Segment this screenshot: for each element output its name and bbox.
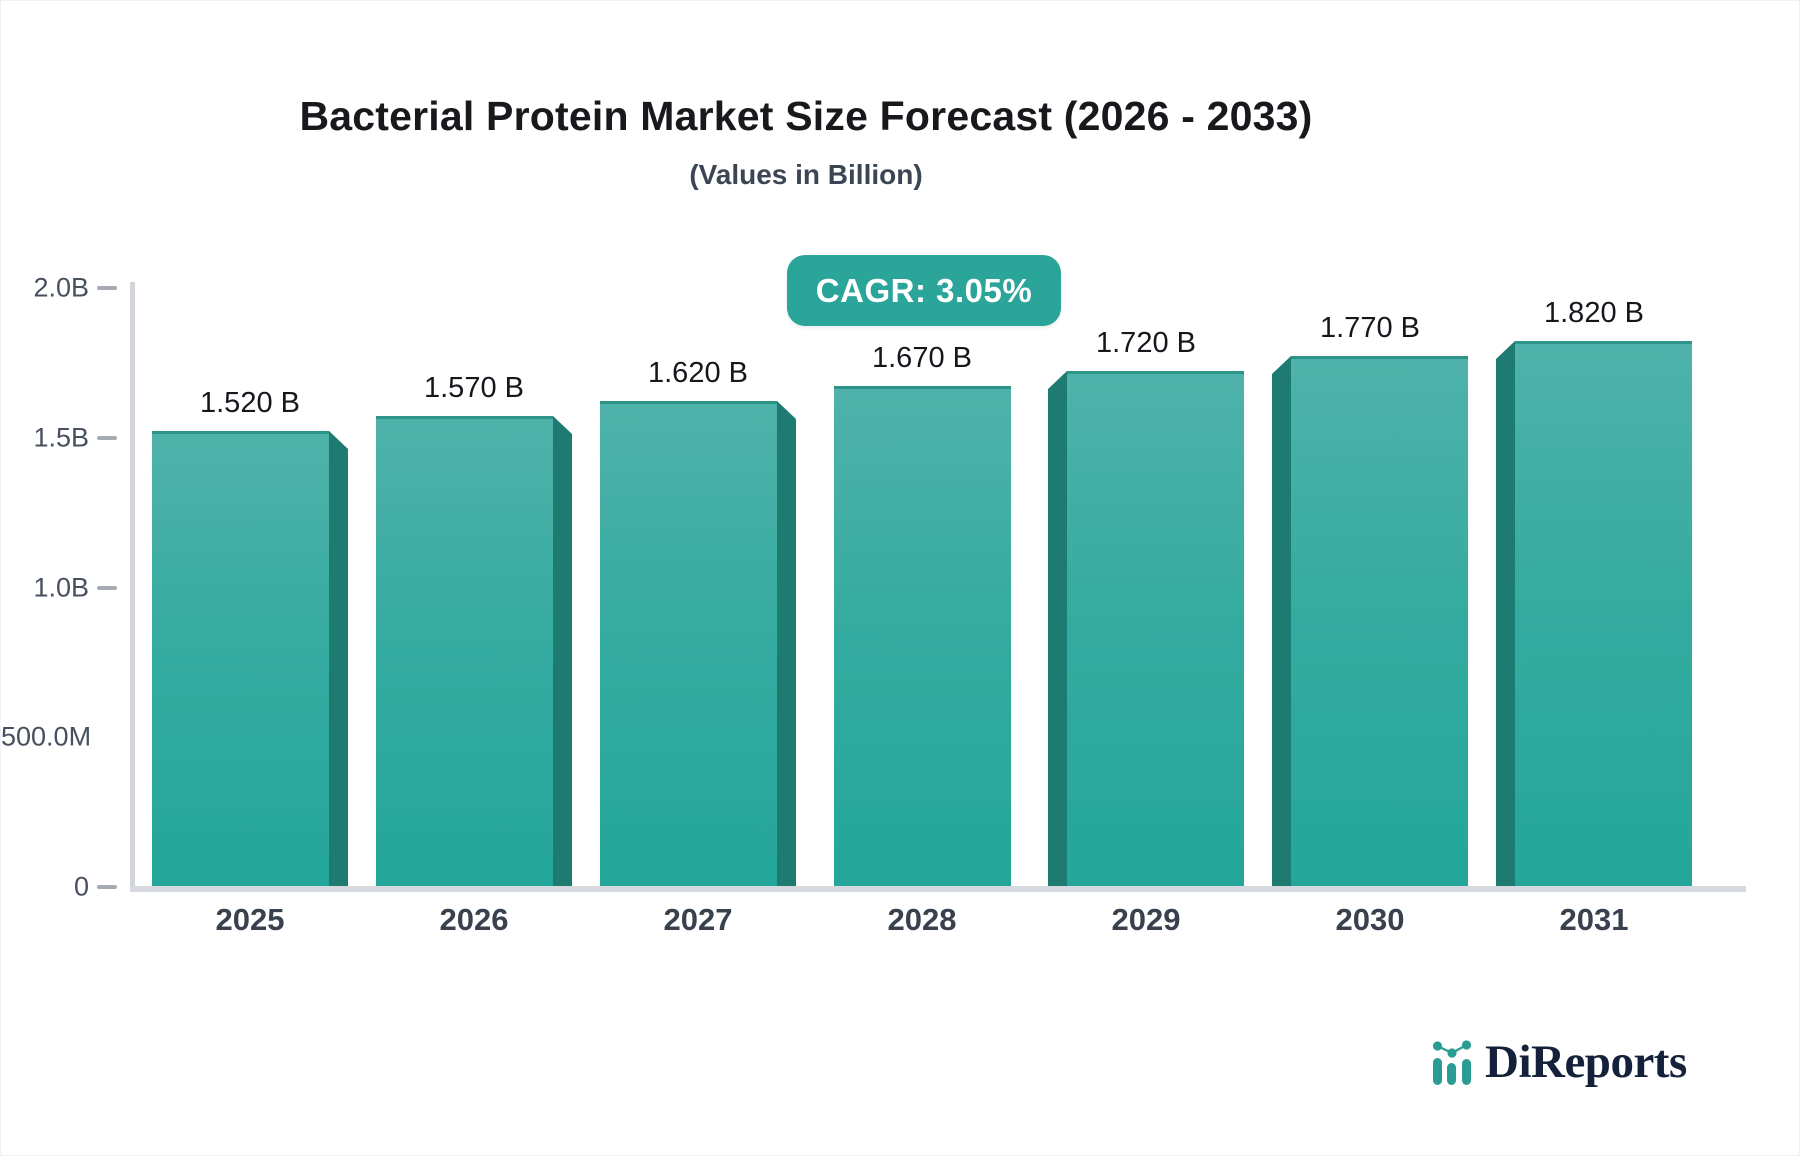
y-tick-mark bbox=[97, 885, 117, 889]
chart-title: Bacterial Protein Market Size Forecast (… bbox=[299, 93, 1313, 139]
bar-side-face bbox=[1048, 371, 1067, 886]
mini-bar-chart-icon bbox=[1432, 1040, 1472, 1085]
bar-value-label: 1.620 B bbox=[648, 357, 748, 389]
bar-2030 bbox=[1291, 356, 1468, 886]
y-tick-label: 500.0M bbox=[1, 721, 92, 752]
y-tick-mark bbox=[97, 585, 117, 590]
bar-side-face bbox=[553, 416, 572, 886]
bar-2026 bbox=[376, 416, 553, 886]
bar-2025 bbox=[152, 431, 329, 886]
x-axis-label: 2025 bbox=[215, 902, 285, 937]
y-tick-label: 1.5B bbox=[33, 422, 89, 453]
y-axis-line bbox=[130, 282, 135, 888]
bar-2029 bbox=[1067, 371, 1244, 886]
bar-2028 bbox=[833, 386, 1011, 886]
x-axis-label: 2029 bbox=[1111, 902, 1181, 937]
y-tick-label: 0 bbox=[73, 871, 89, 902]
bar-side-face bbox=[329, 431, 348, 886]
bar-side-face bbox=[777, 401, 796, 886]
y-tick-label: 2.0B bbox=[33, 272, 89, 303]
x-axis-label: 2030 bbox=[1335, 902, 1405, 937]
y-tick-mark bbox=[97, 435, 117, 440]
bar-value-label: 1.770 B bbox=[1320, 312, 1420, 344]
bar-value-label: 1.570 B bbox=[424, 372, 524, 404]
bar-side-face bbox=[1272, 356, 1291, 886]
x-axis-label: 2027 bbox=[663, 902, 733, 937]
brand-logo: DiReports bbox=[1431, 1036, 1687, 1088]
x-axis-line bbox=[130, 886, 1746, 892]
y-tick-mark bbox=[97, 286, 117, 290]
bar-value-label: 1.820 B bbox=[1544, 297, 1644, 329]
brand-logo-text: DiReports bbox=[1485, 1036, 1687, 1088]
cagr-badge: CAGR: 3.05% bbox=[787, 255, 1061, 326]
x-axis-label: 2028 bbox=[887, 902, 957, 937]
bar-value-label: 1.720 B bbox=[1096, 327, 1196, 359]
chart-subtitle: (Values in Billion) bbox=[689, 159, 923, 190]
x-axis-label: 2031 bbox=[1559, 902, 1629, 937]
bar-2027 bbox=[600, 401, 777, 886]
x-axis-label: 2026 bbox=[439, 902, 509, 937]
bar-side-face bbox=[1496, 341, 1515, 886]
cagr-badge-label: CAGR: 3.05% bbox=[815, 271, 1033, 309]
y-tick-label: 1.0B bbox=[33, 572, 89, 602]
bar-value-label: 1.670 B bbox=[872, 342, 972, 374]
bar-value-label: 1.520 B bbox=[200, 387, 300, 419]
bar-2031 bbox=[1515, 341, 1692, 886]
